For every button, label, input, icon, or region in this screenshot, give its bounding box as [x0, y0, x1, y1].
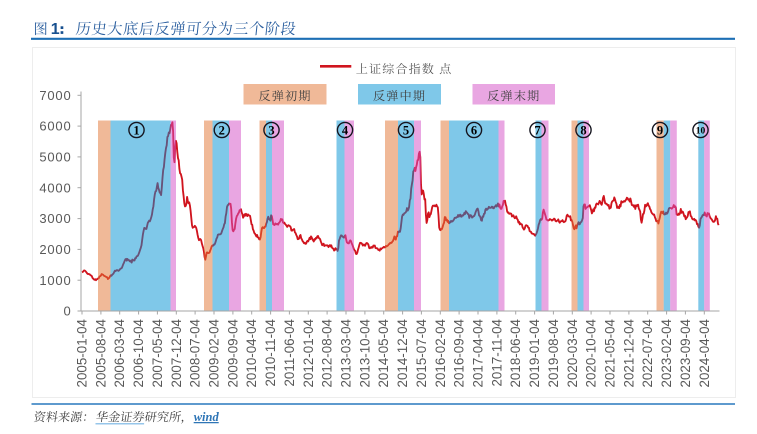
svg-text:2005-01-04: 2005-01-04 — [75, 318, 90, 387]
svg-text:2012-01-04: 2012-01-04 — [301, 318, 316, 387]
svg-text:2021-12-04: 2021-12-04 — [621, 318, 636, 387]
svg-text:2009-02-04: 2009-02-04 — [207, 318, 222, 387]
svg-text:5: 5 — [403, 123, 409, 137]
svg-text:1000: 1000 — [39, 273, 71, 288]
svg-text:2007-12-04: 2007-12-04 — [169, 318, 184, 387]
svg-text:7000: 7000 — [39, 88, 71, 103]
svg-text:2016-02-04: 2016-02-04 — [433, 318, 448, 387]
svg-text:wind: wind — [194, 410, 220, 424]
svg-text:5000: 5000 — [39, 150, 71, 165]
svg-text:10: 10 — [696, 127, 706, 137]
svg-text:6000: 6000 — [39, 119, 71, 134]
svg-text:2: 2 — [219, 123, 225, 137]
svg-text:2021-05-04: 2021-05-04 — [603, 318, 618, 387]
svg-text:2006-10-04: 2006-10-04 — [131, 318, 146, 387]
svg-text:2020-10-04: 2020-10-04 — [584, 318, 599, 387]
svg-text:2005-08-04: 2005-08-04 — [93, 318, 108, 387]
svg-text:2010-11-04: 2010-11-04 — [263, 318, 278, 386]
svg-text:2010-04-04: 2010-04-04 — [244, 318, 259, 387]
svg-text:9: 9 — [657, 123, 663, 137]
svg-text:2007-05-04: 2007-05-04 — [150, 318, 165, 387]
svg-text:2000: 2000 — [39, 242, 71, 257]
svg-text:4: 4 — [342, 123, 349, 137]
svg-text:2015-07-04: 2015-07-04 — [414, 318, 429, 387]
svg-text:3: 3 — [268, 123, 274, 137]
svg-text:6: 6 — [471, 123, 477, 137]
svg-text:2016-09-04: 2016-09-04 — [452, 318, 467, 387]
svg-text:2009-09-04: 2009-09-04 — [225, 318, 240, 387]
svg-text:2023-02-04: 2023-02-04 — [659, 318, 674, 387]
svg-text:2023-09-04: 2023-09-04 — [678, 318, 693, 387]
svg-text:2011-06-04: 2011-06-04 — [282, 318, 297, 386]
svg-text:2013-10-04: 2013-10-04 — [357, 318, 372, 387]
svg-text:2022-07-04: 2022-07-04 — [640, 318, 655, 387]
svg-text:2014-05-04: 2014-05-04 — [376, 318, 391, 387]
svg-text:8: 8 — [580, 123, 586, 137]
svg-text:7: 7 — [534, 123, 540, 137]
svg-text:2012-08-04: 2012-08-04 — [320, 318, 335, 387]
svg-text:2019-08-04: 2019-08-04 — [546, 318, 561, 387]
svg-text:2017-11-04: 2017-11-04 — [489, 318, 504, 386]
svg-text:2020-03-04: 2020-03-04 — [565, 318, 580, 387]
svg-text:2019-01-04: 2019-01-04 — [527, 318, 542, 387]
svg-text:2024-04-04: 2024-04-04 — [697, 318, 712, 387]
svg-text:4000: 4000 — [39, 180, 71, 195]
svg-text:2008-07-04: 2008-07-04 — [188, 318, 203, 387]
svg-text:2006-03-04: 2006-03-04 — [112, 318, 127, 387]
svg-text:3000: 3000 — [39, 211, 71, 226]
svg-text:2017-04-04: 2017-04-04 — [471, 318, 486, 387]
svg-text:0: 0 — [63, 304, 71, 319]
svg-text:1: 1 — [51, 21, 60, 38]
svg-text:2018-06-04: 2018-06-04 — [508, 318, 523, 387]
svg-text:2013-03-04: 2013-03-04 — [339, 318, 354, 387]
svg-text:2014-12-04: 2014-12-04 — [395, 318, 410, 387]
svg-text:1: 1 — [133, 123, 139, 137]
